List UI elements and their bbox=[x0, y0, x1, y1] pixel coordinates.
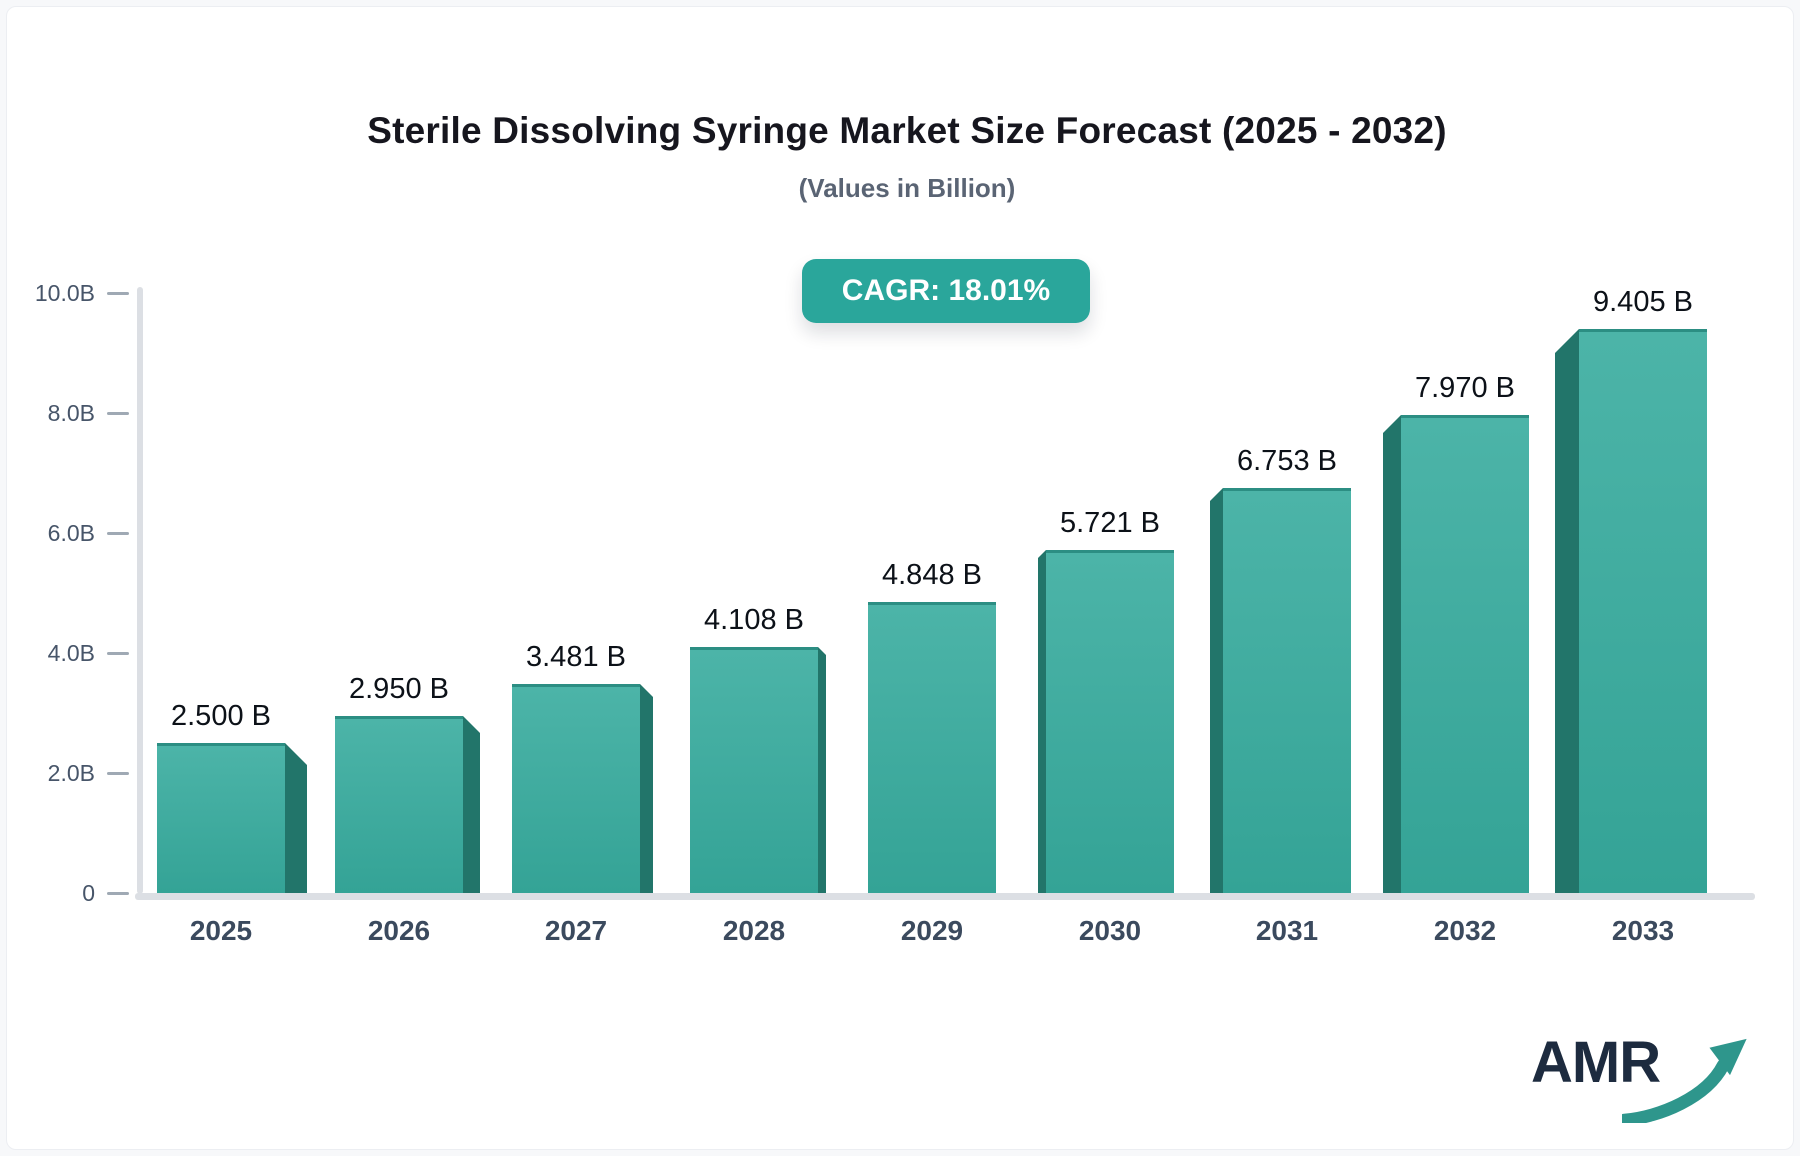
logo-text: AMR bbox=[1531, 1030, 1661, 1095]
y-tick-mark bbox=[107, 891, 129, 895]
cagr-badge-row: CAGR: 18.01% bbox=[137, 259, 1755, 323]
bar-side-face bbox=[1383, 415, 1401, 893]
x-axis-label: 2033 bbox=[1611, 915, 1675, 946]
y-tick-label: 0 bbox=[82, 880, 95, 906]
bar-side-face bbox=[818, 647, 826, 893]
y-tick-label: 4.0B bbox=[47, 640, 95, 666]
plot-area: 0 2.0B 4.0B 6.0B 8.0B 10.0B 2.500 B 2.950 B 3.4… bbox=[35, 280, 1755, 946]
bar[interactable] bbox=[868, 602, 996, 893]
bar[interactable] bbox=[157, 743, 285, 893]
chart-card: Sterile Dissolving Syringe Market Size F… bbox=[6, 6, 1794, 1150]
y-tick-mark bbox=[107, 771, 129, 775]
x-axis-label: 2032 bbox=[1433, 915, 1497, 946]
bar-side-face bbox=[1038, 550, 1046, 893]
y-tick-mark bbox=[107, 651, 129, 655]
bar-side-face bbox=[1555, 329, 1579, 893]
bar-value-label: 2.950 B bbox=[349, 673, 449, 705]
bar-side-face bbox=[640, 684, 653, 893]
bar-side-face bbox=[1210, 488, 1223, 893]
logo-arrow-icon bbox=[1622, 1038, 1747, 1123]
x-axis-label: 2025 bbox=[189, 915, 253, 946]
bar[interactable] bbox=[1046, 550, 1174, 893]
bar-value-label: 4.108 B bbox=[704, 604, 804, 636]
bar[interactable] bbox=[1579, 329, 1707, 893]
bar-value-label: 6.753 B bbox=[1237, 445, 1337, 477]
chart-title: Sterile Dissolving Syringe Market Size F… bbox=[367, 110, 1447, 151]
x-axis-label: 2031 bbox=[1255, 915, 1319, 946]
chart-subtitle: (Values in Billion) bbox=[798, 173, 1016, 203]
y-axis-line bbox=[137, 287, 143, 894]
cagr-badge: CAGR: 18.01% bbox=[801, 259, 1091, 323]
y-tick-mark bbox=[107, 291, 129, 295]
y-tick-label: 6.0B bbox=[47, 520, 95, 546]
bar-value-label: 9.405 B bbox=[1593, 286, 1693, 318]
x-axis-label: 2028 bbox=[722, 915, 786, 946]
y-tick-label: 8.0B bbox=[47, 400, 95, 426]
bar[interactable] bbox=[512, 684, 640, 893]
x-axis-label: 2026 bbox=[367, 915, 431, 946]
amr-logo: AMR bbox=[1531, 1033, 1750, 1123]
x-axis-label: 2027 bbox=[544, 915, 608, 946]
y-tick-label: 2.0B bbox=[47, 760, 95, 786]
bar-value-label: 5.721 B bbox=[1060, 507, 1160, 539]
y-tick-mark bbox=[107, 531, 129, 535]
x-axis-label: 2029 bbox=[900, 915, 964, 946]
bar[interactable] bbox=[335, 716, 463, 893]
y-tick-mark bbox=[107, 411, 129, 415]
x-axis-line bbox=[135, 893, 1755, 900]
bar-side-face bbox=[285, 743, 307, 893]
bar[interactable] bbox=[1401, 415, 1529, 893]
y-tick-label: 10.0B bbox=[34, 280, 95, 306]
x-axis-label: 2030 bbox=[1078, 915, 1142, 946]
bar-side-face bbox=[463, 716, 480, 893]
bar-value-label: 2.500 B bbox=[171, 700, 271, 732]
bar-value-label: 7.970 B bbox=[1415, 372, 1515, 404]
bar-value-label: 4.848 B bbox=[882, 559, 982, 591]
bar[interactable] bbox=[1223, 488, 1351, 893]
bar[interactable] bbox=[690, 647, 818, 893]
bar-value-label: 3.481 B bbox=[526, 641, 626, 673]
